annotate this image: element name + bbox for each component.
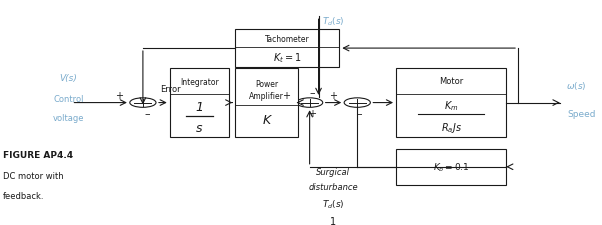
Text: $T_d(s)$: $T_d(s)$ xyxy=(322,198,345,210)
Text: Error: Error xyxy=(161,85,181,94)
Bar xyxy=(396,149,506,185)
Text: FIGURE AP4.4: FIGURE AP4.4 xyxy=(3,150,73,159)
Text: $T_d(s)$: $T_d(s)$ xyxy=(322,15,345,28)
Text: feedback.: feedback. xyxy=(3,191,45,200)
Text: Control: Control xyxy=(53,94,84,103)
Text: $K_b = 0.1$: $K_b = 0.1$ xyxy=(433,161,470,173)
Text: voltage: voltage xyxy=(53,114,84,123)
Text: Speed: Speed xyxy=(568,109,596,118)
Text: s: s xyxy=(196,122,203,134)
Text: Surgical: Surgical xyxy=(317,167,350,176)
Text: DC motor with: DC motor with xyxy=(3,172,64,181)
Bar xyxy=(235,30,340,68)
Text: +: + xyxy=(282,91,290,101)
Text: Tachometer: Tachometer xyxy=(265,35,309,44)
Text: Integrator: Integrator xyxy=(180,78,219,87)
Bar xyxy=(170,69,229,137)
Text: –: – xyxy=(145,108,150,118)
Text: +: + xyxy=(329,91,338,101)
Text: $K_t = 1$: $K_t = 1$ xyxy=(273,51,302,64)
Bar xyxy=(396,69,506,137)
Text: $K_m$: $K_m$ xyxy=(444,98,458,112)
Text: K: K xyxy=(262,114,270,127)
Text: V(s): V(s) xyxy=(60,74,78,83)
Text: $\omega(s)$: $\omega(s)$ xyxy=(566,80,586,92)
Text: disturbance: disturbance xyxy=(309,182,358,191)
Text: –: – xyxy=(357,108,362,118)
Text: 1: 1 xyxy=(330,216,337,225)
Text: 1: 1 xyxy=(196,101,203,114)
Text: Power: Power xyxy=(255,80,278,89)
Text: $R_a Js$: $R_a Js$ xyxy=(441,120,462,134)
Bar xyxy=(235,69,298,137)
Text: –: – xyxy=(309,88,315,98)
Text: Amplifier: Amplifier xyxy=(249,92,284,101)
Text: +: + xyxy=(115,91,123,101)
Text: Motor: Motor xyxy=(439,77,463,86)
Text: +: + xyxy=(308,108,316,118)
